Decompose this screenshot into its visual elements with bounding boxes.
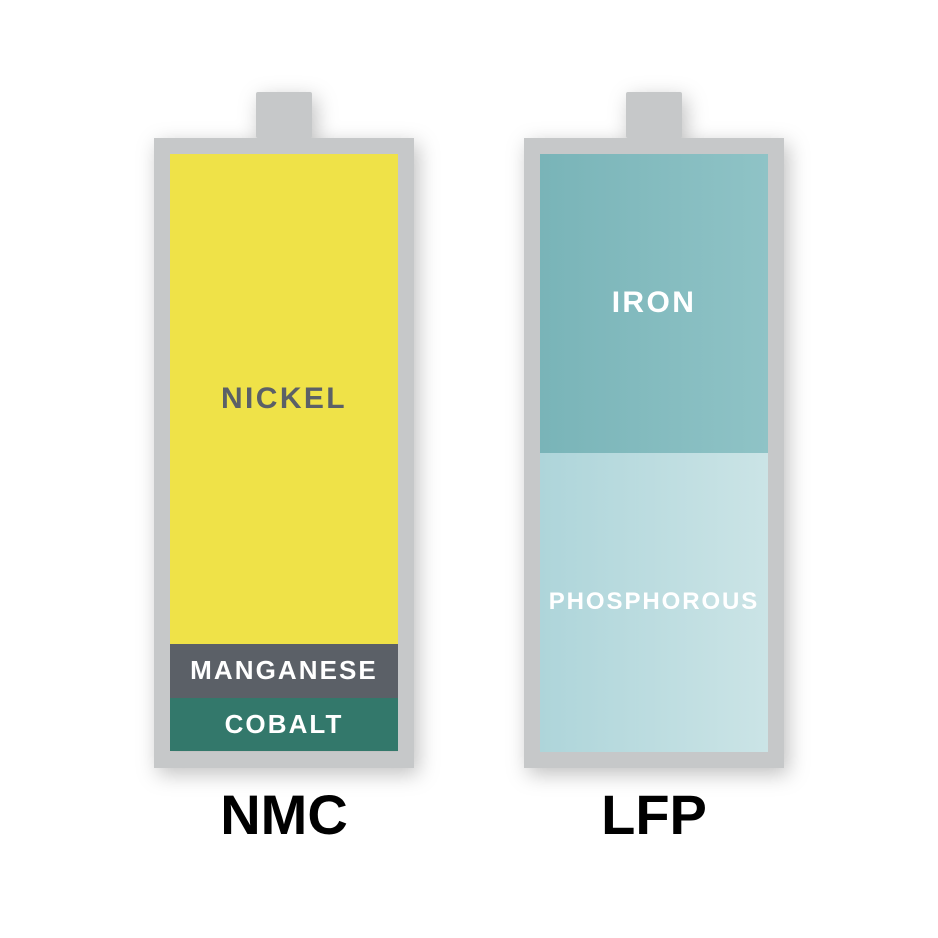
lfp-terminal (626, 92, 682, 138)
segment-label: NICKEL (221, 382, 347, 416)
lfp-battery-group: IRON PHOSPHOROUS LFP (524, 92, 784, 847)
nmc-battery: NICKEL MANGANESE COBALT (154, 92, 414, 768)
lfp-title: LFP (601, 782, 707, 847)
lfp-body: IRON PHOSPHOROUS (524, 138, 784, 768)
segment-nickel: NICKEL (170, 154, 398, 644)
segment-phosphorous: PHOSPHOROUS (540, 453, 768, 752)
segment-iron: IRON (540, 154, 768, 453)
nmc-title: NMC (220, 782, 348, 847)
battery-comparison: NICKEL MANGANESE COBALT NMC IRON PHOSPHO… (154, 92, 784, 847)
segment-label: MANGANESE (190, 655, 378, 686)
segment-manganese: MANGANESE (170, 644, 398, 698)
segment-label: COBALT (225, 709, 344, 740)
nmc-terminal (256, 92, 312, 138)
segment-label: PHOSPHOROUS (549, 588, 759, 616)
segment-cobalt: COBALT (170, 698, 398, 752)
segment-label: IRON (612, 286, 697, 320)
lfp-battery: IRON PHOSPHOROUS (524, 92, 784, 768)
nmc-battery-group: NICKEL MANGANESE COBALT NMC (154, 92, 414, 847)
nmc-body: NICKEL MANGANESE COBALT (154, 138, 414, 768)
